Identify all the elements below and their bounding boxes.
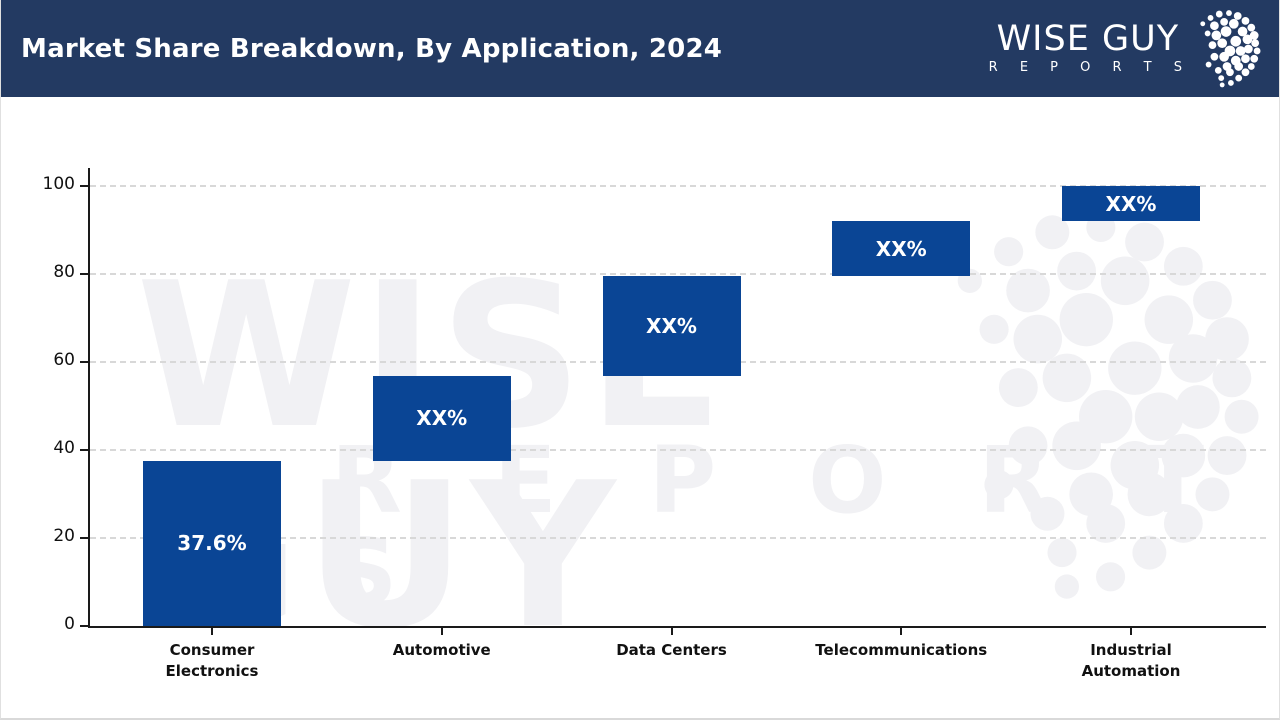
bar: XX%	[832, 221, 971, 277]
y-tick-label: 20	[53, 526, 75, 546]
y-tick-label: 80	[53, 262, 75, 282]
x-tick-mark	[440, 628, 443, 635]
x-category-label: Data Centers	[616, 641, 727, 659]
x-category-label: Industrial Automation	[1081, 641, 1181, 680]
gridline	[90, 273, 1266, 275]
y-tick-mark	[80, 273, 88, 275]
y-tick-label: 100	[42, 174, 75, 194]
gridline	[90, 537, 1266, 539]
chart-title: Market Share Breakdown, By Application, …	[21, 33, 723, 64]
x-axis-line	[88, 626, 1266, 628]
bar-value-label: XX%	[646, 314, 697, 339]
bar: XX%	[1062, 186, 1200, 222]
bar-value-label: 37.6%	[177, 531, 247, 556]
y-tick-mark	[80, 625, 88, 627]
dotted-face-icon	[1200, 9, 1261, 87]
logo-text: WISE GUY R E P O R T S	[985, 19, 1191, 76]
bar-value-label: XX%	[875, 236, 927, 261]
x-tick-mark	[670, 628, 673, 635]
gridline	[90, 449, 1266, 451]
y-tick-mark	[80, 449, 88, 451]
x-category-label: Consumer Electronics	[165, 641, 259, 680]
bar-value-label: XX%	[1105, 191, 1157, 216]
y-tick-mark	[80, 537, 88, 539]
bar: 37.6%	[143, 460, 281, 626]
y-tick-mark	[80, 361, 88, 363]
y-tick-label: 0	[64, 614, 75, 634]
x-tick-mark	[211, 628, 213, 635]
y-tick-mark	[80, 185, 88, 187]
x-category-label: Automotive	[392, 641, 491, 659]
plot-area: WISE GUY R E P O R T S 0 20 40 60 80 10	[1, 97, 1279, 718]
y-axis-line	[88, 168, 90, 628]
watermark-face-icon	[957, 212, 1259, 599]
logo-subtitle: R E P O R T S	[988, 60, 1191, 75]
y-tick-label: 60	[53, 350, 75, 370]
logo-wordmark: WISE GUY	[996, 19, 1180, 59]
wise-guy-logo: WISE GUY R E P O R T S	[985, 9, 1261, 88]
y-tick-label: 40	[53, 438, 75, 458]
bar: XX%	[372, 376, 511, 461]
header-bar: Market Share Breakdown, By Application, …	[1, 0, 1279, 97]
x-category-label: Telecommunications	[815, 641, 988, 659]
x-tick-mark	[900, 628, 903, 635]
bar: XX%	[602, 276, 741, 377]
bar-value-label: XX%	[416, 406, 468, 431]
gridline	[90, 185, 1266, 187]
x-tick-mark	[1130, 628, 1132, 635]
